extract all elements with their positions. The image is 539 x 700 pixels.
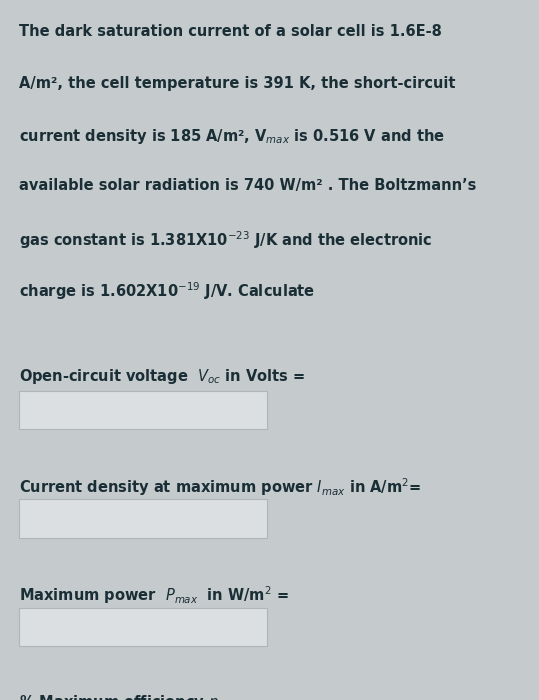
Text: gas constant is 1.381X10$^{-23}$ J/K and the electronic: gas constant is 1.381X10$^{-23}$ J/K and… xyxy=(19,229,432,251)
Text: Open-circuit voltage  $V_{oc}$ in Volts =: Open-circuit voltage $V_{oc}$ in Volts = xyxy=(19,368,305,386)
Text: current density is 185 A/m², V$_{max}$ is 0.516 V and the: current density is 185 A/m², V$_{max}$ i… xyxy=(19,127,445,146)
FancyBboxPatch shape xyxy=(19,608,267,646)
Text: % Maximum efficiency $\eta_{max}$ =: % Maximum efficiency $\eta_{max}$ = xyxy=(19,693,258,700)
Text: available solar radiation is 740 W/m² . The Boltzmann’s: available solar radiation is 740 W/m² . … xyxy=(19,178,476,193)
Text: charge is 1.602X10$^{-19}$ J/V. Calculate: charge is 1.602X10$^{-19}$ J/V. Calculat… xyxy=(19,280,315,302)
Text: Current density at maximum power $I_{max}$ in A/m$^{2}$=: Current density at maximum power $I_{max… xyxy=(19,476,421,498)
Text: A/m², the cell temperature is 391 K, the short-circuit: A/m², the cell temperature is 391 K, the… xyxy=(19,76,455,90)
Text: Maximum power  $P_{max}$  in W/m$^{2}$ =: Maximum power $P_{max}$ in W/m$^{2}$ = xyxy=(19,584,289,606)
FancyBboxPatch shape xyxy=(19,391,267,429)
FancyBboxPatch shape xyxy=(19,499,267,538)
Text: The dark saturation current of a solar cell is 1.6E-8: The dark saturation current of a solar c… xyxy=(19,25,442,39)
